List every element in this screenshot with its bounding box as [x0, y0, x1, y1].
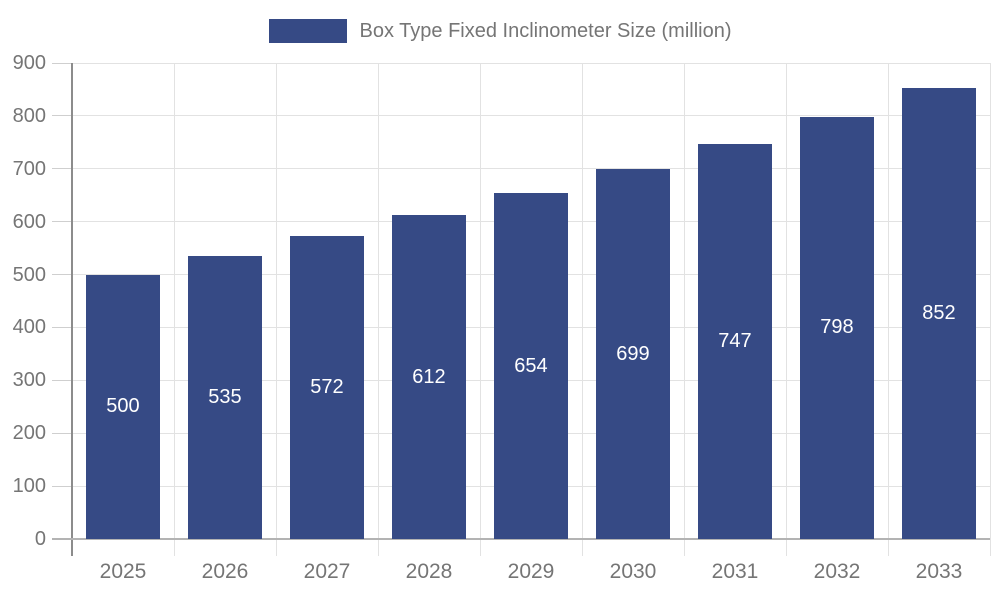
y-axis-tick	[52, 62, 72, 64]
y-axis-tick-label: 800	[12, 104, 46, 127]
y-axis-tick-label: 100	[12, 475, 46, 498]
gridline-vertical	[173, 63, 175, 556]
bar: 612	[392, 215, 466, 539]
gridline-vertical	[275, 63, 277, 556]
y-axis-tick	[52, 221, 72, 223]
y-axis-tick	[52, 115, 72, 117]
bar-value-label: 612	[412, 365, 446, 388]
bar: 654	[494, 193, 568, 539]
y-axis-tick-label: 500	[12, 263, 46, 286]
legend-label: Box Type Fixed Inclinometer Size (millio…	[359, 19, 732, 42]
x-axis-tick-label: 2028	[405, 560, 453, 583]
bar: 798	[800, 116, 874, 539]
bar-value-label: 654	[514, 354, 548, 377]
y-axis-line	[71, 63, 73, 556]
bar-value-label: 852	[922, 302, 956, 325]
bar: 572	[290, 236, 364, 539]
y-axis-tick-label: 0	[34, 528, 46, 550]
y-axis-tick-label: 200	[12, 422, 46, 445]
y-axis-tick	[52, 168, 72, 170]
bar-value-label: 500	[106, 395, 140, 418]
gridline-horizontal	[72, 168, 990, 170]
y-axis-tick-label: 900	[12, 52, 46, 74]
y-axis-tick	[52, 379, 72, 381]
x-axis-tick-label: 2030	[609, 560, 657, 583]
bar: 699	[596, 169, 670, 539]
x-axis-tick-label: 2031	[711, 560, 759, 583]
bar-value-label: 798	[820, 316, 854, 339]
bar: 747	[698, 143, 772, 539]
x-axis-tick-label: 2029	[507, 560, 555, 583]
x-axis-tick-label: 2027	[303, 560, 351, 583]
legend: Box Type Fixed Inclinometer Size (millio…	[0, 19, 1000, 43]
bar-value-label: 699	[616, 342, 650, 365]
x-axis-tick-label: 2025	[99, 560, 147, 583]
y-axis-tick	[52, 485, 72, 487]
x-axis-tick-label: 2033	[915, 560, 963, 583]
x-axis-tick-label: 2026	[201, 560, 249, 583]
y-axis-tick	[52, 326, 72, 328]
y-axis-tick	[52, 274, 72, 276]
gridline-vertical	[887, 63, 889, 556]
y-axis-tick	[52, 432, 72, 434]
y-axis-tick-label: 400	[12, 316, 46, 339]
plot-area: 0 100 200 300 400 500 600 700 800 900 500 2025 535 20…	[13, 52, 991, 583]
bar-value-label: 747	[718, 329, 752, 352]
gridline-vertical	[785, 63, 787, 556]
bar-value-label: 572	[310, 376, 344, 399]
x-axis-tick-label: 2032	[813, 560, 861, 583]
gridline-vertical	[377, 63, 379, 556]
bar: 535	[188, 256, 262, 539]
x-axis-line	[52, 538, 990, 540]
gridline-vertical	[479, 63, 481, 556]
legend-swatch	[268, 19, 347, 43]
y-axis-tick-label: 600	[12, 210, 46, 233]
gridline-vertical	[683, 63, 685, 556]
gridline-horizontal	[72, 115, 990, 117]
gridline-vertical	[581, 63, 583, 556]
y-axis-tick-label: 700	[12, 157, 46, 180]
bar: 500	[86, 274, 160, 539]
y-axis-tick-label: 300	[12, 369, 46, 392]
bar: 852	[902, 88, 976, 539]
gridline-horizontal	[72, 62, 990, 64]
bar-value-label: 535	[208, 386, 242, 409]
gridline-vertical	[989, 63, 991, 556]
